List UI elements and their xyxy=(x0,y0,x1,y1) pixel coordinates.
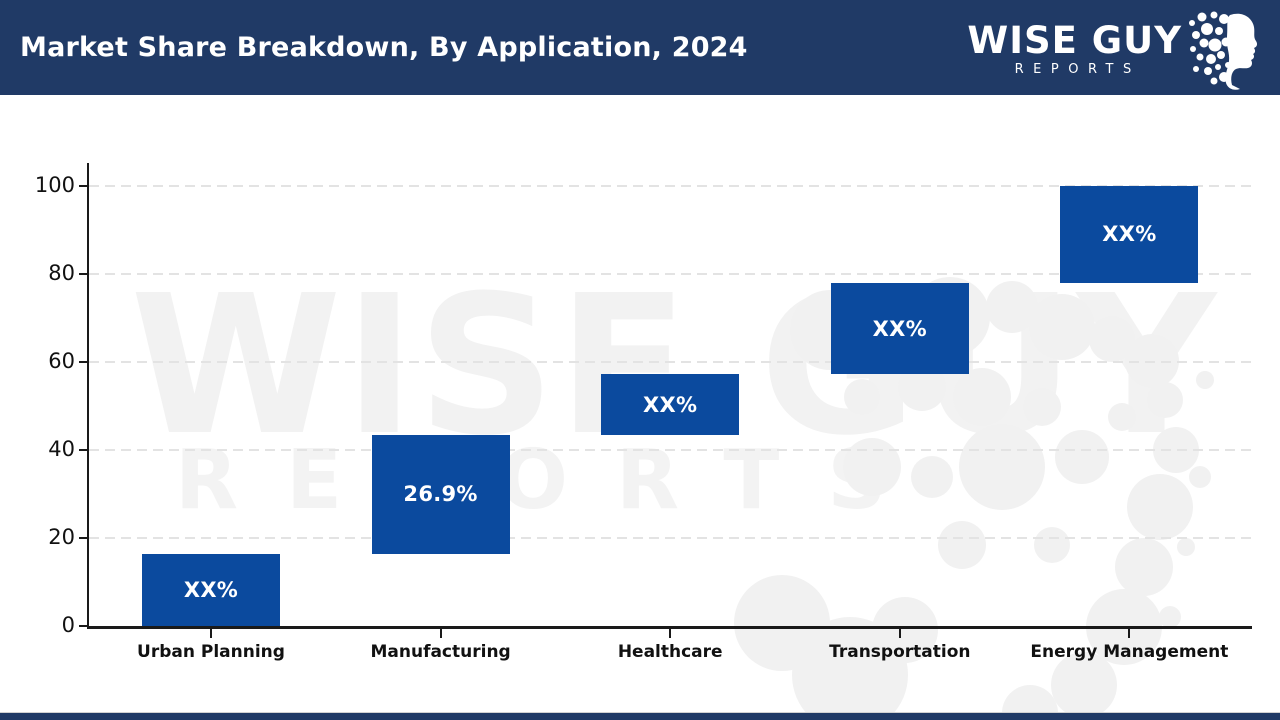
gridline-40 xyxy=(89,448,1252,451)
gridline-80 xyxy=(89,272,1252,275)
y-tick-60 xyxy=(79,360,88,363)
bar-energy-management: XX% xyxy=(1060,185,1199,283)
x-tick-transportation xyxy=(898,629,901,638)
gridline-100 xyxy=(89,184,1252,187)
bar-urban-planning: XX% xyxy=(142,553,280,626)
category-label-energy-management: Energy Management xyxy=(1030,642,1229,662)
y-tick-100 xyxy=(79,184,88,187)
logo-wordmark: WISE GUY xyxy=(967,19,1182,62)
category-label-urban-planning: Urban Planning xyxy=(137,642,285,662)
y-tick-0 xyxy=(79,625,88,627)
bar-value-label-transportation: XX% xyxy=(872,316,927,341)
chart-title: Market Share Breakdown, By Application, … xyxy=(20,32,748,63)
x-tick-manufacturing xyxy=(439,629,442,638)
category-label-transportation: Transportation xyxy=(829,642,971,662)
y-tick-label-80: 80 xyxy=(48,260,75,285)
footer-bar xyxy=(0,713,1280,720)
y-tick-80 xyxy=(79,272,88,275)
wiseguy-face-icon xyxy=(1189,11,1258,90)
bar-value-label-energy-management: XX% xyxy=(1102,222,1157,247)
bar-transportation: XX% xyxy=(830,282,969,375)
category-label-healthcare: Healthcare xyxy=(617,642,723,662)
bar-healthcare: XX% xyxy=(601,374,740,436)
y-axis-line xyxy=(87,163,89,629)
x-axis-line xyxy=(87,626,1252,629)
gridline-60 xyxy=(89,360,1252,363)
logo-subtext: REPORTS xyxy=(1014,62,1141,77)
y-tick-label-20: 20 xyxy=(48,524,75,549)
header: Market Share Breakdown, By Application, … xyxy=(0,0,1280,95)
category-label-manufacturing: Manufacturing xyxy=(370,642,511,662)
plot-area: WISE GUY REPORTS 0 20 40 60 80 100 XX% Urban Pl… xyxy=(0,95,1280,715)
watermark-face-dots xyxy=(734,277,1214,715)
bar-value-label-healthcare: XX% xyxy=(643,392,698,417)
x-tick-energy-management xyxy=(1128,629,1131,638)
bar-manufacturing: 26.9% xyxy=(371,435,510,554)
y-tick-label-0: 0 xyxy=(61,613,75,637)
x-tick-urban-planning xyxy=(210,629,212,638)
y-tick-label-60: 60 xyxy=(48,348,75,373)
bar-value-label-manufacturing: 26.9% xyxy=(403,482,478,507)
footer-divider xyxy=(0,712,1280,713)
logo-text: WISE GUY REPORTS xyxy=(967,22,1182,77)
y-tick-label-100: 100 xyxy=(34,172,75,197)
bar-value-label-urban-planning: XX% xyxy=(183,577,239,602)
y-tick-20 xyxy=(79,536,88,539)
y-tick-label-40: 40 xyxy=(48,436,75,461)
y-tick-40 xyxy=(79,448,88,451)
wiseguy-logo: WISE GUY REPORTS xyxy=(967,9,1262,91)
gridline-20 xyxy=(89,536,1252,539)
x-tick-healthcare xyxy=(669,629,672,638)
